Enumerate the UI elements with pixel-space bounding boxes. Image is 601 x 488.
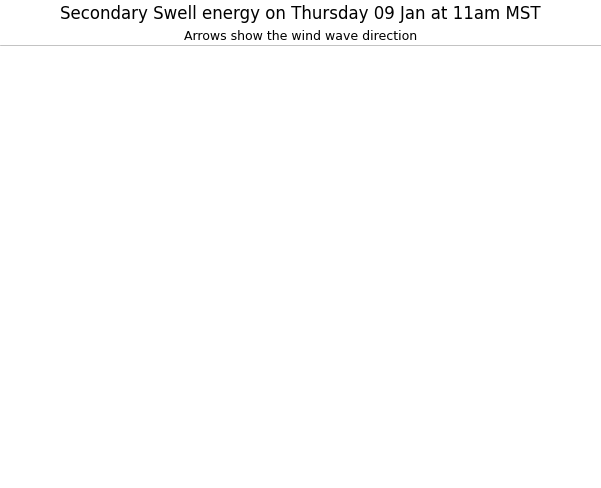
Text: cartopy required: cartopy required	[243, 260, 358, 274]
Text: Secondary Swell energy on Thursday 09 Jan at 11am MST: Secondary Swell energy on Thursday 09 Ja…	[60, 5, 541, 23]
Text: Arrows show the wind wave direction: Arrows show the wind wave direction	[184, 30, 417, 42]
